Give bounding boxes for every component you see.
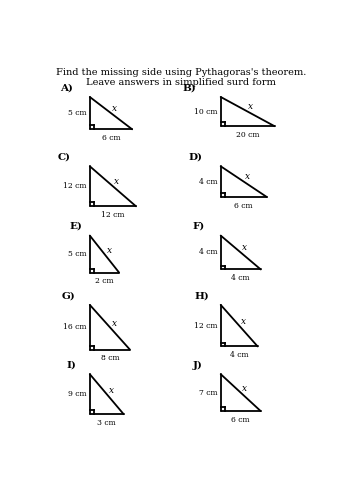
Text: A): A) bbox=[60, 84, 73, 92]
Text: x: x bbox=[114, 177, 120, 186]
Text: B): B) bbox=[183, 84, 197, 92]
Text: x: x bbox=[107, 246, 112, 254]
Text: x: x bbox=[245, 172, 250, 181]
Text: 4 cm: 4 cm bbox=[232, 274, 250, 282]
Text: C): C) bbox=[57, 152, 70, 162]
Text: D): D) bbox=[188, 152, 202, 162]
Text: x: x bbox=[242, 244, 247, 252]
Text: 16 cm: 16 cm bbox=[63, 323, 87, 331]
Text: F): F) bbox=[193, 222, 205, 231]
Text: 12 cm: 12 cm bbox=[63, 182, 87, 190]
Text: x: x bbox=[242, 384, 247, 392]
Text: x: x bbox=[112, 104, 117, 112]
Text: Find the missing side using Pythagoras's theorem.: Find the missing side using Pythagoras's… bbox=[56, 68, 307, 76]
Text: 6 cm: 6 cm bbox=[234, 202, 253, 209]
Text: 6 cm: 6 cm bbox=[232, 416, 250, 424]
Text: I): I) bbox=[66, 360, 76, 370]
Text: 4 cm: 4 cm bbox=[199, 248, 218, 256]
Text: 2 cm: 2 cm bbox=[95, 277, 114, 285]
Text: 8 cm: 8 cm bbox=[101, 354, 119, 362]
Text: 5 cm: 5 cm bbox=[68, 250, 87, 258]
Text: 12 cm: 12 cm bbox=[194, 322, 218, 330]
Text: J): J) bbox=[193, 360, 202, 370]
Text: H): H) bbox=[195, 291, 210, 300]
Text: 4 cm: 4 cm bbox=[230, 351, 249, 359]
Text: Leave answers in simplified surd form: Leave answers in simplified surd form bbox=[86, 78, 276, 86]
Text: 7 cm: 7 cm bbox=[199, 388, 218, 396]
Text: 4 cm: 4 cm bbox=[199, 178, 218, 186]
Text: 6 cm: 6 cm bbox=[102, 134, 120, 142]
Text: x: x bbox=[241, 317, 246, 326]
Text: 5 cm: 5 cm bbox=[68, 109, 87, 117]
Text: x: x bbox=[109, 386, 114, 394]
Text: 12 cm: 12 cm bbox=[101, 211, 125, 219]
Text: E): E) bbox=[69, 222, 82, 231]
Text: 9 cm: 9 cm bbox=[68, 390, 87, 398]
Text: G): G) bbox=[62, 291, 75, 300]
Text: x: x bbox=[112, 318, 117, 328]
Text: 3 cm: 3 cm bbox=[97, 419, 116, 427]
Text: x: x bbox=[248, 102, 253, 110]
Text: 10 cm: 10 cm bbox=[194, 108, 218, 116]
Text: 20 cm: 20 cm bbox=[236, 131, 259, 139]
